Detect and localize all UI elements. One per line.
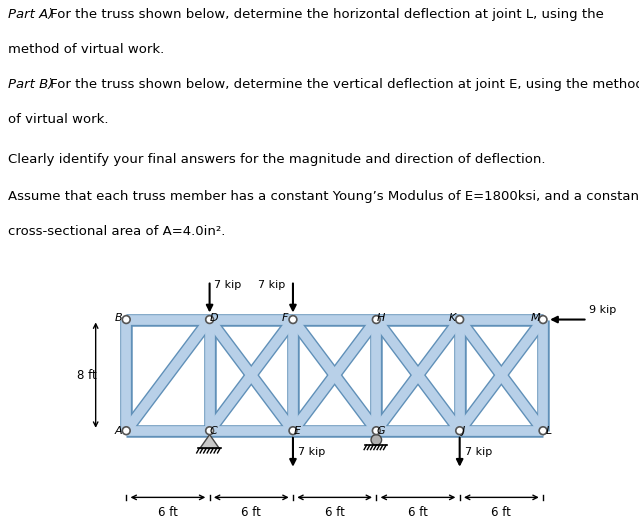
Circle shape	[371, 435, 381, 445]
Text: E: E	[294, 426, 300, 437]
Text: 9 kip: 9 kip	[589, 305, 616, 315]
Text: 6 ft: 6 ft	[491, 506, 511, 519]
Text: Clearly identify your final answers for the magnitude and direction of deflectio: Clearly identify your final answers for …	[8, 153, 545, 166]
Circle shape	[373, 316, 380, 324]
Text: Part A): Part A)	[8, 7, 53, 20]
Text: For the truss shown below, determine the vertical deflection at joint E, using t: For the truss shown below, determine the…	[46, 78, 639, 91]
Circle shape	[122, 427, 130, 435]
Circle shape	[122, 316, 130, 324]
Text: method of virtual work.: method of virtual work.	[8, 43, 164, 56]
Text: A: A	[115, 426, 123, 437]
Text: J: J	[462, 426, 465, 437]
Polygon shape	[200, 435, 219, 449]
Circle shape	[289, 427, 297, 435]
Text: M: M	[530, 313, 540, 323]
Text: For the truss shown below, determine the horizontal deflection at joint L, using: For the truss shown below, determine the…	[46, 7, 604, 20]
Text: 7 kip: 7 kip	[258, 280, 286, 290]
Text: 6 ft: 6 ft	[325, 506, 344, 519]
Circle shape	[206, 427, 213, 435]
Circle shape	[373, 427, 380, 435]
Text: 7 kip: 7 kip	[465, 446, 492, 456]
Text: B: B	[115, 313, 123, 323]
Text: L: L	[546, 426, 551, 437]
Circle shape	[206, 316, 213, 324]
Circle shape	[289, 316, 297, 324]
Text: D: D	[210, 313, 218, 323]
Text: H: H	[376, 313, 385, 323]
Text: 7 kip: 7 kip	[215, 280, 242, 290]
Text: 8 ft: 8 ft	[77, 369, 96, 381]
Text: C: C	[210, 426, 218, 437]
Text: K: K	[449, 313, 456, 323]
Text: 6 ft: 6 ft	[408, 506, 428, 519]
Circle shape	[456, 427, 463, 435]
Text: of virtual work.: of virtual work.	[8, 113, 108, 126]
Circle shape	[539, 316, 547, 324]
Text: F: F	[282, 313, 288, 323]
Circle shape	[456, 316, 463, 324]
Text: cross-sectional area of A=4.0in².: cross-sectional area of A=4.0in².	[8, 225, 225, 238]
Text: 6 ft: 6 ft	[158, 506, 178, 519]
Text: 6 ft: 6 ft	[242, 506, 261, 519]
Text: 7 kip: 7 kip	[298, 446, 325, 456]
Text: Assume that each truss member has a constant Young’s Modulus of E=1800ksi, and a: Assume that each truss member has a cons…	[8, 190, 639, 203]
Circle shape	[539, 427, 547, 435]
Text: Part B): Part B)	[8, 78, 53, 91]
Text: G: G	[376, 426, 385, 437]
